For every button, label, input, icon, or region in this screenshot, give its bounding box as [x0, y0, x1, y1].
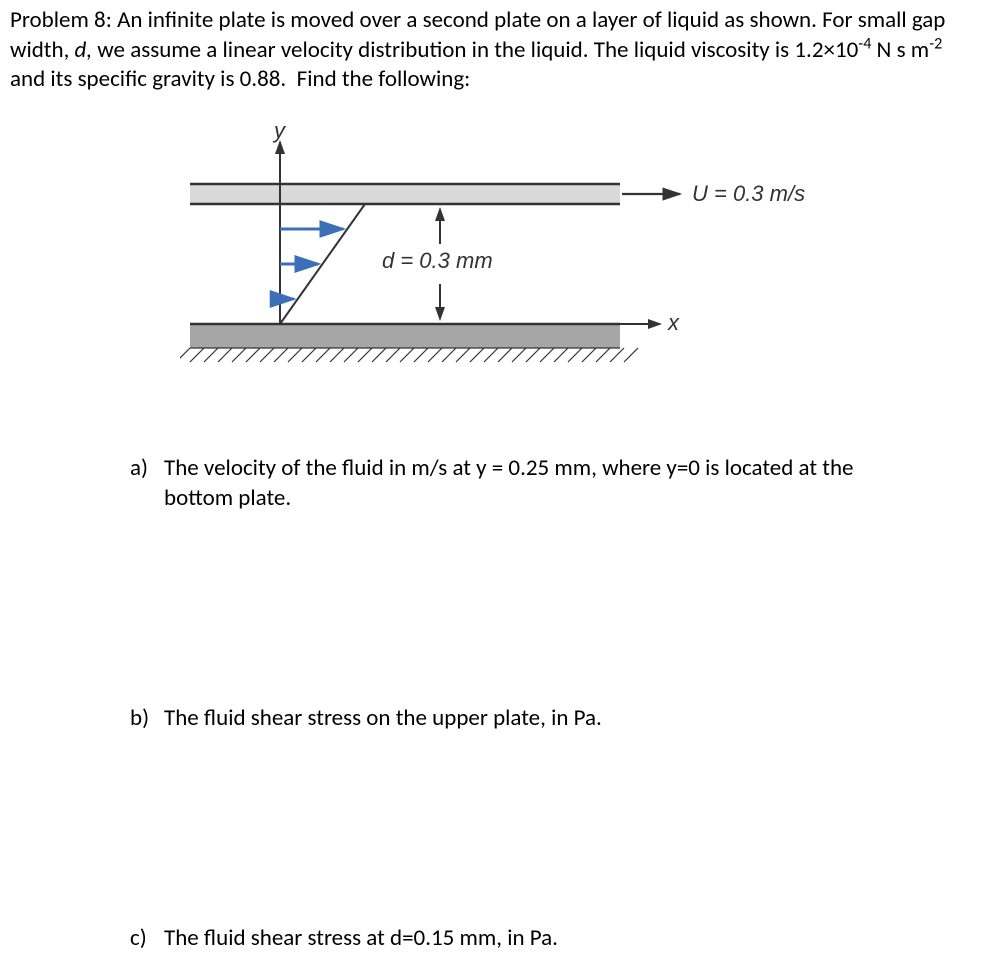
problem-label: Problem 8:	[10, 6, 112, 34]
question-a: a) The velocity of the fluid in m/s at y…	[130, 454, 901, 514]
question-c: c) The fluid shear stress at d=0.15 mm, …	[130, 924, 901, 954]
question-letter: a)	[130, 454, 164, 514]
problem-statement: Problem 8: An infinite plate is moved ov…	[10, 6, 981, 94]
question-b: b) The fluid shear stress on the upper p…	[130, 704, 901, 734]
svg-text:x: x	[667, 310, 680, 335]
question-letter: b)	[130, 704, 164, 734]
svg-text:d = 0.3 mm: d = 0.3 mm	[382, 248, 493, 273]
question-text: The fluid shear stress on the upper plat…	[164, 704, 901, 734]
question-text: The velocity of the fluid in m/s at y = …	[164, 454, 901, 514]
svg-text:U = 0.3 m/s: U = 0.3 m/s	[692, 181, 805, 206]
question-letter: c)	[130, 924, 164, 954]
questions-list: a) The velocity of the fluid in m/s at y…	[10, 454, 981, 954]
problem-body: An infinite plate is moved over a second…	[10, 6, 945, 93]
question-text: The fluid shear stress at d=0.15 mm, in …	[164, 924, 901, 954]
figure: y U = 0.3 m/s x d = 0.3 mm	[180, 124, 880, 414]
svg-text:y: y	[272, 124, 287, 143]
